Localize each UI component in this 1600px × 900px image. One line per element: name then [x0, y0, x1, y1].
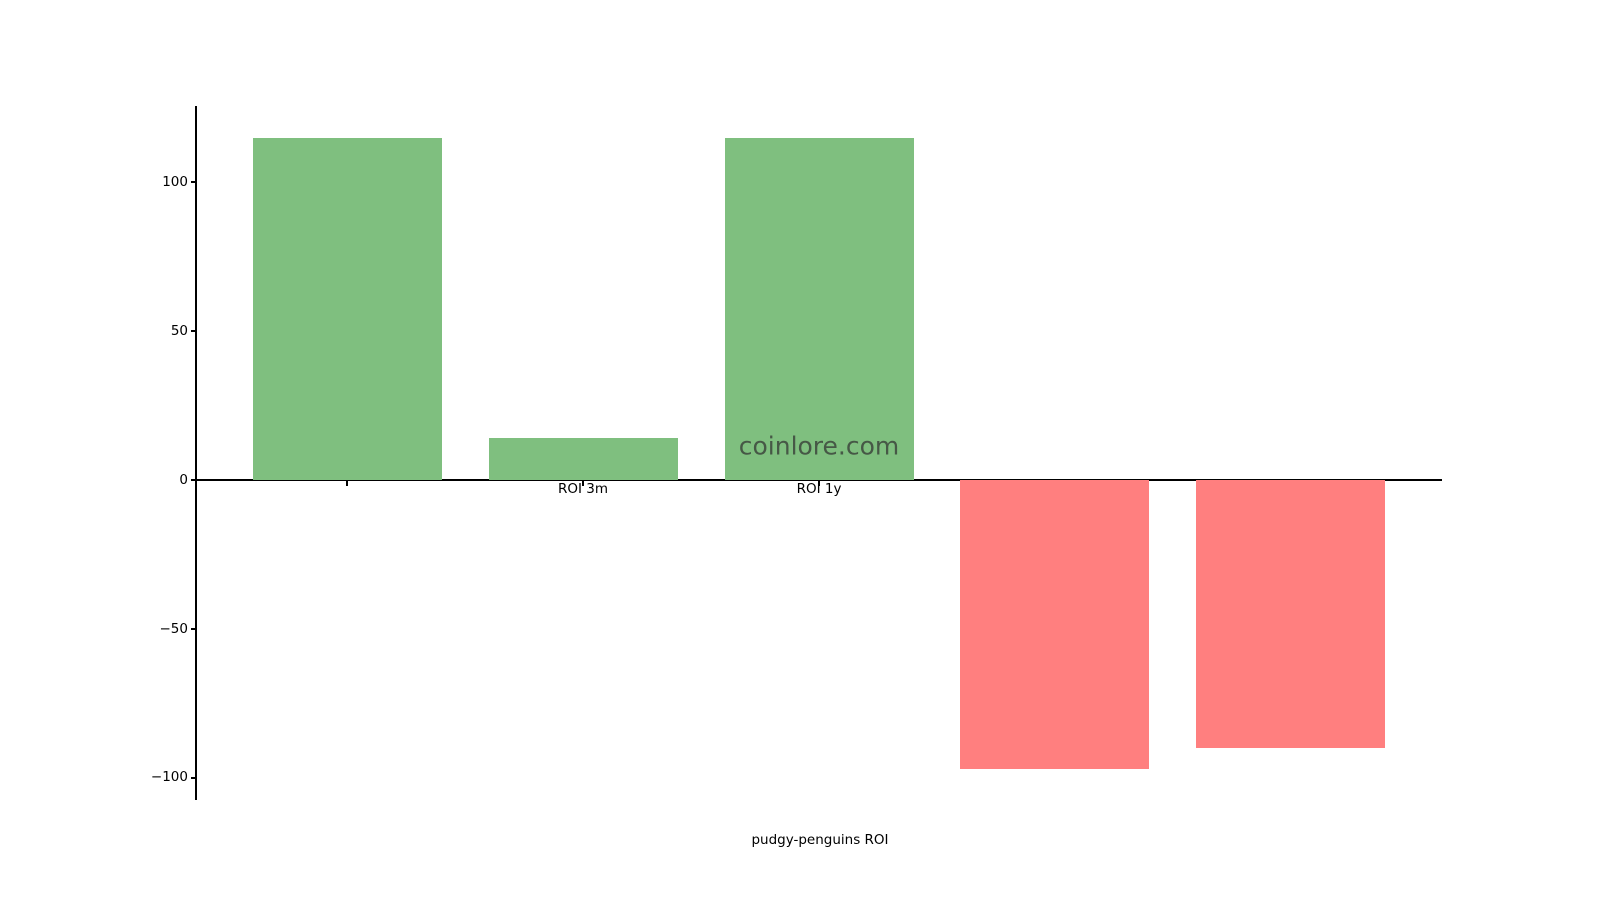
y-tick-50: [191, 330, 196, 332]
y-tick--100: [191, 777, 196, 779]
bar-4: [1196, 480, 1386, 748]
x-tick-1: [582, 481, 584, 486]
y-tick-label-0: 0: [179, 472, 188, 488]
watermark-text: coinlore.com: [738, 431, 900, 461]
x-tick-label-roi-1y: ROI 1y: [796, 481, 842, 497]
bar-2-roi-1y: [724, 138, 914, 480]
x-axis-zero-line: [195, 479, 1442, 481]
y-axis-spine: [195, 106, 197, 800]
y-tick--50: [191, 628, 196, 630]
bar-0: [252, 138, 442, 480]
x-tick-2: [818, 481, 820, 486]
bar-3: [960, 480, 1150, 769]
y-tick-label--100: −100: [150, 769, 188, 785]
x-axis-title: pudgy-penguins ROI: [751, 832, 889, 848]
bar-1-roi-3m: [488, 438, 678, 480]
x-tick-label-roi-3m: ROI 3m: [557, 481, 609, 497]
y-tick-label-100: 100: [162, 174, 188, 190]
y-tick-100: [191, 181, 196, 183]
x-tick-0: [346, 481, 348, 486]
y-tick-label-50: 50: [170, 323, 188, 339]
y-tick-0: [191, 479, 196, 481]
y-tick-label--50: −50: [159, 621, 189, 637]
